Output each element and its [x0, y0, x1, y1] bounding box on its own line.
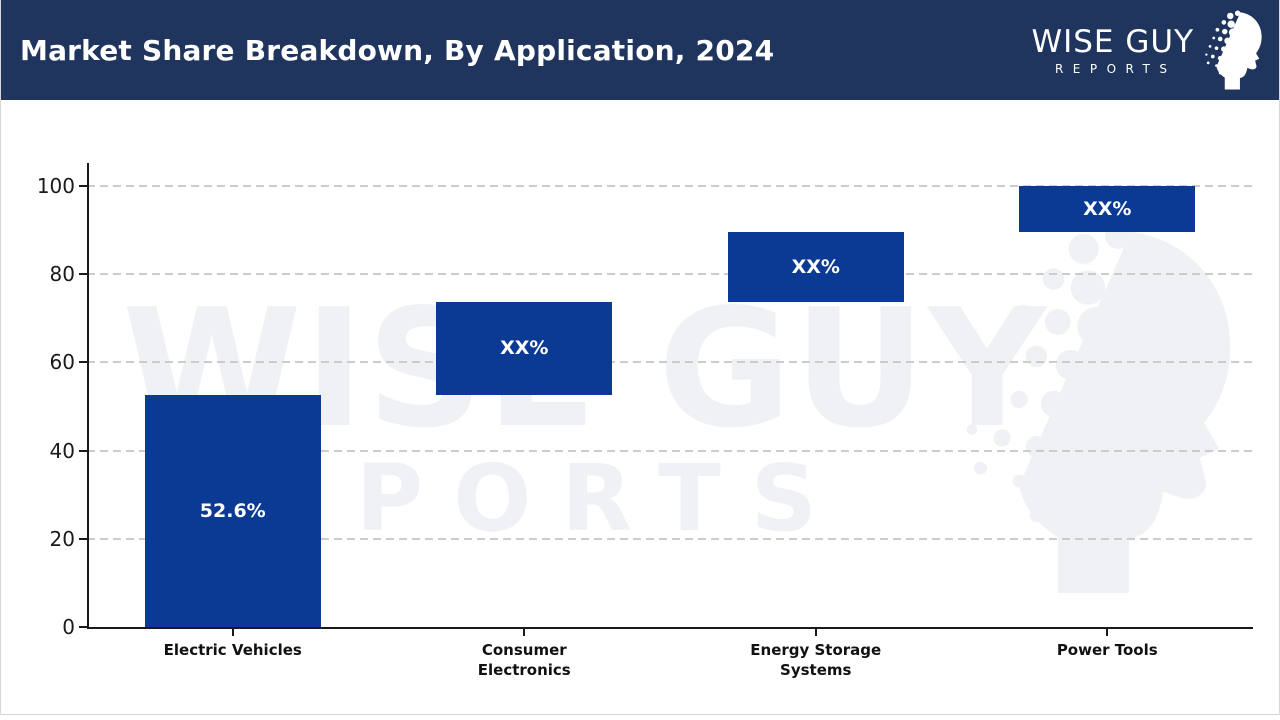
x-tick-mark — [231, 629, 234, 636]
head-profile-icon — [1205, 10, 1262, 90]
bar-value-label: 52.6% — [199, 500, 266, 522]
x-axis — [87, 627, 1253, 629]
y-tick-label: 20 — [49, 526, 75, 551]
x-tick-mark — [1106, 629, 1109, 636]
y-tick-mark — [79, 537, 87, 540]
x-tick-mark — [814, 629, 817, 636]
bar-value-label: XX% — [1083, 197, 1132, 220]
logo-subtitle: REPORTS — [1054, 62, 1177, 76]
y-tick-label: 60 — [49, 350, 75, 375]
y-tick-mark — [79, 273, 87, 276]
y-tick-mark — [79, 626, 87, 628]
x-axis-label: Consumer Electronics — [477, 641, 571, 679]
bar-value-label: XX% — [500, 337, 549, 360]
bar-power-tools: XX% — [1019, 186, 1196, 232]
y-tick-mark — [79, 449, 87, 452]
bar-value-label: XX% — [791, 255, 840, 278]
gridline — [87, 537, 1253, 540]
x-tick-mark — [523, 629, 526, 636]
gridline — [87, 185, 1253, 187]
page-title: Market Share Breakdown, By Application, … — [20, 33, 775, 67]
wise-guy-logo: WISE GUY REPORTS — [1018, 0, 1268, 100]
gridline — [87, 361, 1253, 364]
bar-electric-vehicles: 52.6% — [144, 395, 321, 627]
x-axis-label: Electric Vehicles — [163, 641, 302, 659]
y-axis — [87, 163, 89, 629]
y-tick-label: 40 — [49, 438, 75, 463]
gridline — [87, 273, 1253, 276]
logo-text: WISE GUY REPORTS — [1031, 24, 1194, 76]
gridline — [87, 449, 1253, 452]
plot-area: 0 20 40 60 80 100 52.6% Electric Vehicles XX% Con… — [0, 100, 1280, 720]
x-axis-label: Energy Storage Systems — [750, 641, 882, 679]
bar-consumer-electronics: XX% — [436, 301, 613, 396]
y-tick-label: 80 — [49, 262, 75, 287]
header-bar: Market Share Breakdown, By Application, … — [0, 0, 1280, 100]
x-axis-label: Power Tools — [1056, 641, 1158, 659]
y-tick-mark — [79, 185, 87, 187]
y-tick-mark — [79, 361, 87, 364]
logo-wordmark: WISE GUY — [1031, 24, 1194, 60]
y-tick-label: 100 — [36, 174, 75, 198]
bar-energy-storage-systems: XX% — [727, 231, 904, 302]
chart-canvas: WISE GUY REPORTS 0 20 40 60 80 100 52.6% Electr… — [0, 100, 1280, 720]
y-tick-label: 0 — [62, 615, 75, 639]
